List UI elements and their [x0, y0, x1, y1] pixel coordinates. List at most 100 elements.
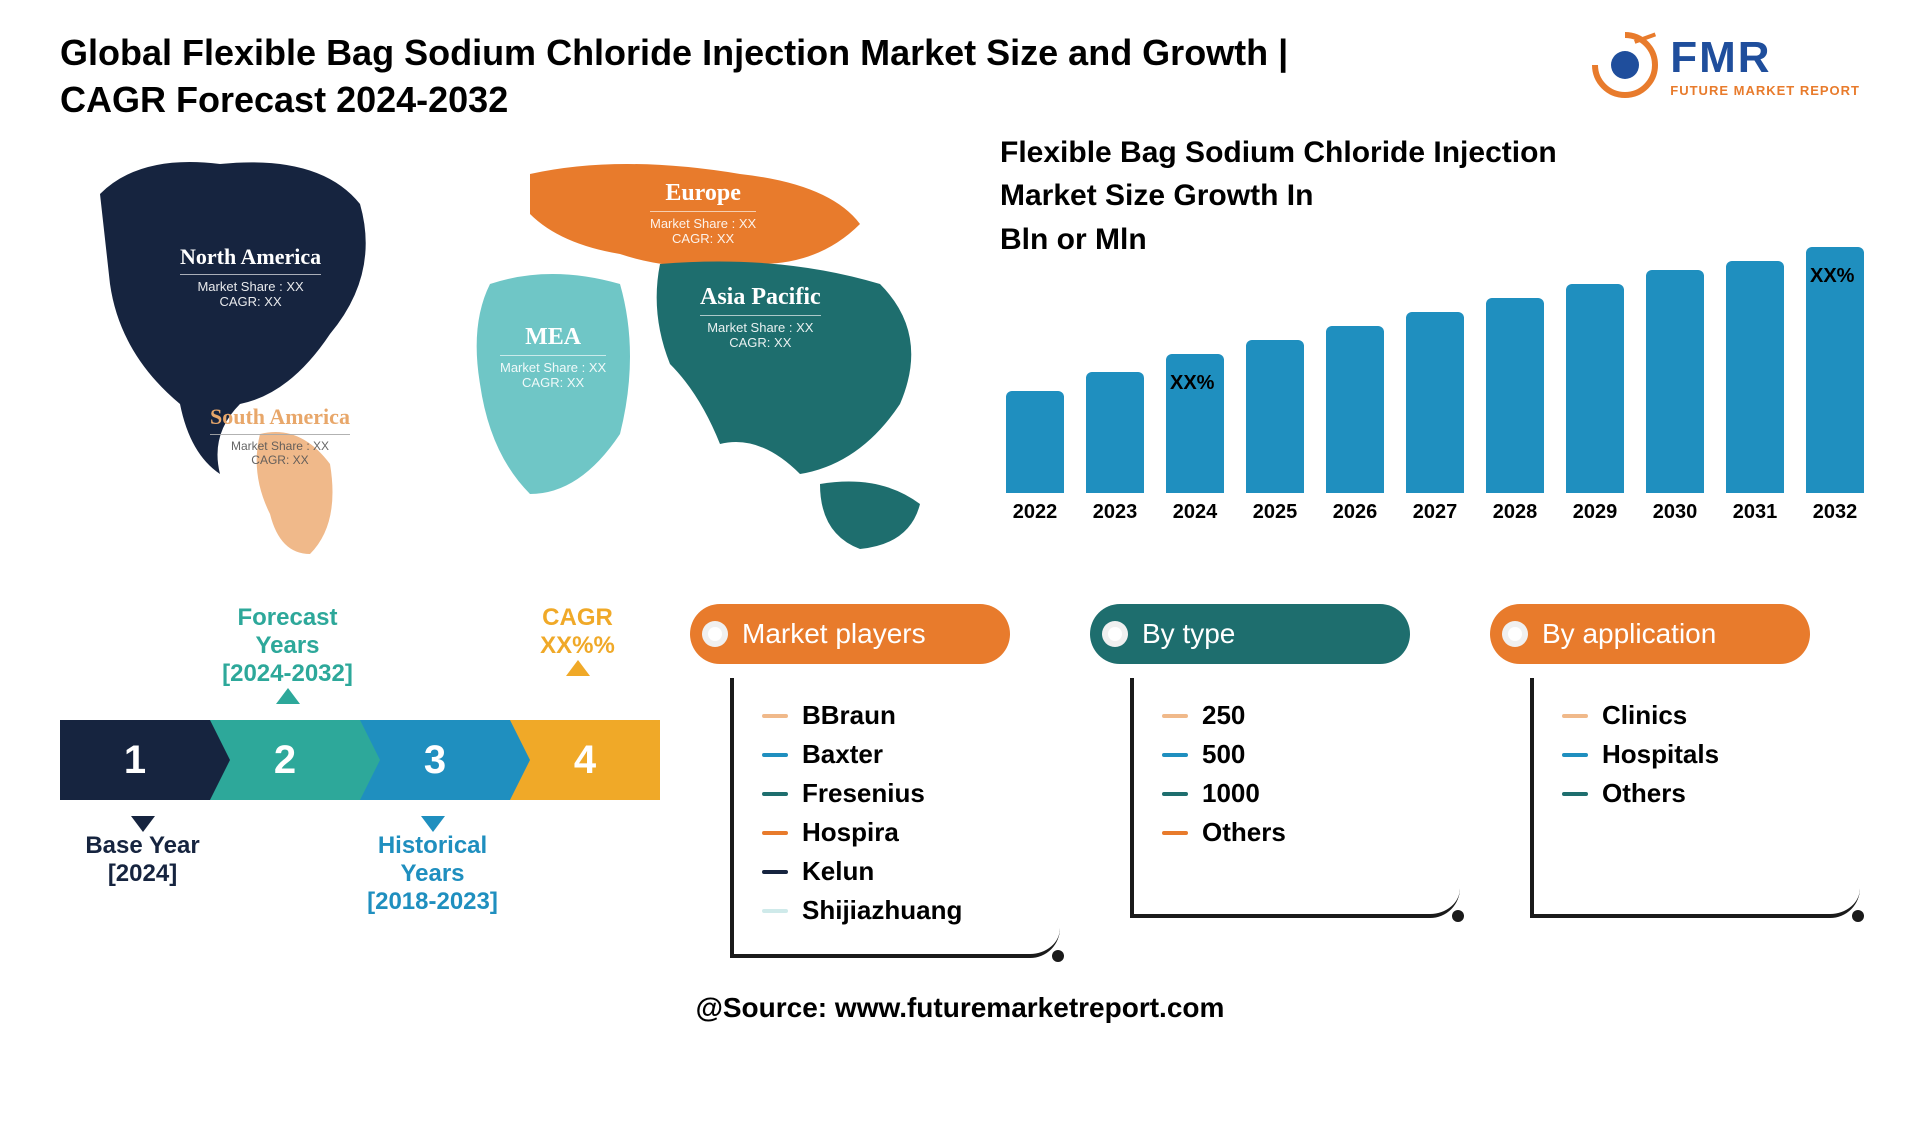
- logo-fmr: FMR: [1670, 33, 1860, 83]
- market-players-column: Market players BBraun Baxter Fresenius Hosp…: [690, 604, 1060, 958]
- list-item: 1000: [1162, 778, 1440, 809]
- bar-2022: 2022: [1006, 391, 1064, 524]
- bar-2028: 2028: [1486, 298, 1544, 524]
- list-item-label: 250: [1202, 700, 1245, 731]
- bar-2029: 2029: [1566, 284, 1624, 524]
- list-item: Others: [1162, 817, 1440, 848]
- base-year-block: Base Year [2024]: [70, 812, 215, 916]
- bar-year-label: 2024: [1173, 501, 1218, 524]
- bottom-row: Forecast Years [2024-2032] CAGR XX%% 123…: [0, 574, 1920, 968]
- tick-icon: [1562, 753, 1588, 757]
- tick-icon: [762, 831, 788, 835]
- fmr-logo-text: FMR FUTURE MARKET REPORT: [1670, 33, 1860, 98]
- bar-rect: [1486, 298, 1544, 493]
- by-application-pill: By application: [1490, 604, 1810, 664]
- market-players-pill: Market players: [690, 604, 1010, 664]
- list-item: Baxter: [762, 739, 1040, 770]
- bar-annotation: XX%: [1810, 265, 1854, 288]
- bar-rect: [1566, 284, 1624, 493]
- bar-rect: [1726, 261, 1784, 493]
- timeline-segment-1: 1: [60, 720, 210, 800]
- list-item: Clinics: [1562, 700, 1840, 731]
- page-title: Global Flexible Bag Sodium Chloride Inje…: [60, 30, 1288, 124]
- list-item: Kelun: [762, 856, 1040, 887]
- list-item-label: 500: [1202, 739, 1245, 770]
- bar-year-label: 2026: [1333, 501, 1378, 524]
- chart-title-2: Market Size Growth In: [1000, 177, 1870, 215]
- fmr-logo: FMR FUTURE MARKET REPORT: [1590, 30, 1860, 100]
- bar-2023: 2023: [1086, 372, 1144, 524]
- tick-icon: [762, 714, 788, 718]
- bullet-icon: [1102, 621, 1128, 647]
- region-south-america: South America Market Share : XX CAGR: XX: [210, 404, 350, 467]
- bar-annotation: XX%: [1170, 372, 1214, 395]
- chart-plot: 2022 2023 2024 2025 2026 2027 2028 2029 …: [1000, 264, 1870, 574]
- region-north-america: North America Market Share : XX CAGR: XX: [180, 244, 321, 309]
- bar-year-label: 2022: [1013, 501, 1058, 524]
- bar-rect: [1326, 326, 1384, 493]
- fmr-logo-icon: [1590, 30, 1660, 100]
- logo-sub: FUTURE MARKET REPORT: [1670, 83, 1860, 98]
- bar-2027: 2027: [1406, 312, 1464, 524]
- list-item: Hospira: [762, 817, 1040, 848]
- by-type-column: By type 250 500 1000 Others: [1090, 604, 1460, 918]
- by-type-list: 250 500 1000 Others: [1130, 678, 1460, 918]
- bar-rect: [1406, 312, 1464, 493]
- cagr-block: CAGR XX%%: [505, 604, 650, 708]
- bar-year-label: 2031: [1733, 501, 1778, 524]
- bar-year-label: 2028: [1493, 501, 1538, 524]
- tick-icon: [762, 792, 788, 796]
- list-item-label: Others: [1602, 778, 1686, 809]
- list-item: BBraun: [762, 700, 1040, 731]
- bar-year-label: 2030: [1653, 501, 1698, 524]
- list-item: 250: [1162, 700, 1440, 731]
- bar-year-label: 2023: [1093, 501, 1138, 524]
- region-asia-pacific: Asia Pacific Market Share : XX CAGR: XX: [700, 284, 821, 350]
- market-players-list: BBraun Baxter Fresenius Hospira Kelun Shijiaz…: [730, 678, 1060, 958]
- bar-year-label: 2027: [1413, 501, 1458, 524]
- bullet-icon: [702, 621, 728, 647]
- forecast-block: Forecast Years [2024-2032]: [215, 604, 360, 708]
- tick-icon: [1562, 792, 1588, 796]
- tick-icon: [1562, 714, 1588, 718]
- bar-year-label: 2029: [1573, 501, 1618, 524]
- list-item-label: 1000: [1202, 778, 1260, 809]
- timeline-segment-4: 4: [510, 720, 660, 800]
- by-type-pill: By type: [1090, 604, 1410, 664]
- chart-title-3: Bln or Mln: [1000, 221, 1870, 259]
- main-row: North America Market Share : XX CAGR: XX…: [0, 134, 1920, 575]
- bar-2026: 2026: [1326, 326, 1384, 524]
- list-item-label: Hospira: [802, 817, 899, 848]
- source-line: @Source: www.futuremarketreport.com: [0, 992, 1920, 1024]
- historical-block: Historical Years [2018-2023]: [360, 812, 505, 916]
- bullet-icon: [1502, 621, 1528, 647]
- chart-title-1: Flexible Bag Sodium Chloride Injection: [1000, 134, 1870, 172]
- bar-2025: 2025: [1246, 340, 1304, 524]
- header: Global Flexible Bag Sodium Chloride Inje…: [0, 0, 1920, 134]
- list-item-label: Others: [1202, 817, 1286, 848]
- timeline-segment-2: 2: [210, 720, 360, 800]
- bar-year-label: 2032: [1813, 501, 1858, 524]
- tick-icon: [762, 909, 788, 913]
- bar-rect: [1086, 372, 1144, 493]
- bar-rect: [1646, 270, 1704, 493]
- list-item: Fresenius: [762, 778, 1040, 809]
- list-item: Shijiazhuang: [762, 895, 1040, 926]
- title-line-1: Global Flexible Bag Sodium Chloride Inje…: [60, 30, 1288, 77]
- timeline: Forecast Years [2024-2032] CAGR XX%% 123…: [60, 604, 660, 916]
- list-item: 500: [1162, 739, 1440, 770]
- list-item-label: Kelun: [802, 856, 874, 887]
- bar-2031: 2031: [1726, 261, 1784, 524]
- bar-2032: 2032: [1806, 247, 1864, 524]
- bar-rect: [1006, 391, 1064, 493]
- region-europe: Europe Market Share : XX CAGR: XX: [650, 180, 756, 246]
- tick-icon: [1162, 714, 1188, 718]
- bar-rect: [1246, 340, 1304, 493]
- region-mea: MEA Market Share : XX CAGR: XX: [500, 324, 606, 390]
- list-item-label: BBraun: [802, 700, 896, 731]
- tick-icon: [762, 870, 788, 874]
- tick-icon: [1162, 753, 1188, 757]
- bar-2030: 2030: [1646, 270, 1704, 524]
- bar-year-label: 2025: [1253, 501, 1298, 524]
- list-item-label: Baxter: [802, 739, 883, 770]
